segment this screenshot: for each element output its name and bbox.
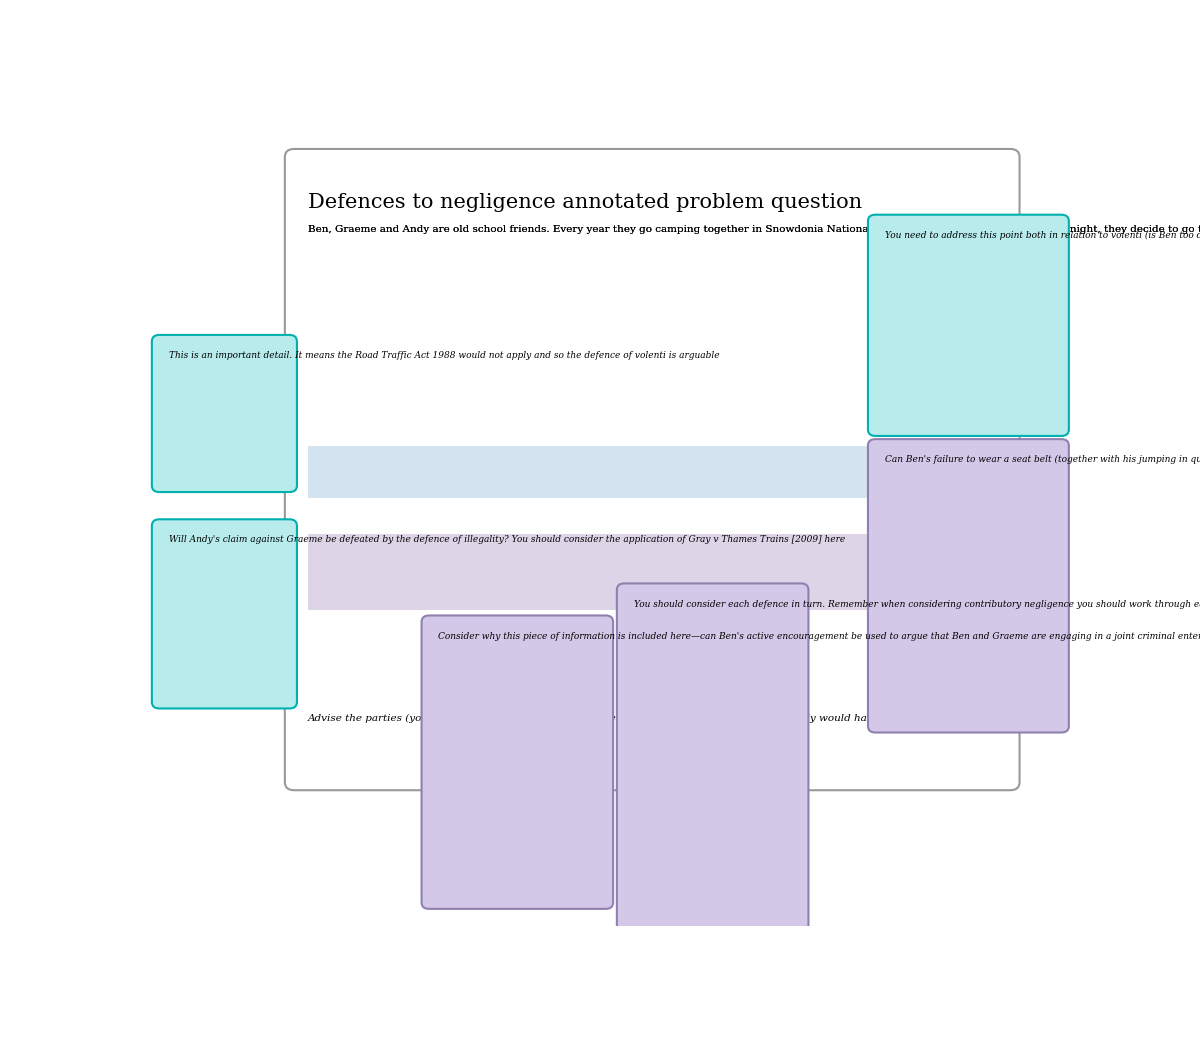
FancyBboxPatch shape <box>284 149 1020 790</box>
Text: This is an important detail. It means the Road Traffic Act 1988 would not apply : This is an important detail. It means th… <box>168 351 719 360</box>
Text: Advise the parties (you should assume that, in the absence of applicable defence: Advise the parties (you should assume th… <box>308 714 1031 723</box>
Text: Consider why this piece of information is included here—can Ben's active encoura: Consider why this piece of information i… <box>438 632 1200 640</box>
Text: Can Ben's failure to wear a seat belt (together with his jumping in quickly alon: Can Ben's failure to wear a seat belt (t… <box>884 455 1200 464</box>
FancyBboxPatch shape <box>308 534 996 610</box>
Text: You need to address this point both in relation to volenti (is Ben too drunk to : You need to address this point both in r… <box>884 231 1200 239</box>
FancyBboxPatch shape <box>421 615 613 909</box>
FancyBboxPatch shape <box>152 519 296 709</box>
FancyBboxPatch shape <box>868 439 1069 733</box>
FancyBboxPatch shape <box>868 214 1069 436</box>
Text: Will Andy's claim against Graeme be defeated by the defence of illegality? You s: Will Andy's claim against Graeme be defe… <box>168 535 845 544</box>
Text: Defences to negligence annotated problem question: Defences to negligence annotated problem… <box>308 193 863 212</box>
FancyBboxPatch shape <box>617 583 809 933</box>
Text: You should consider each defence in turn. Remember when considering contributory: You should consider each defence in turn… <box>634 600 1200 609</box>
Text: Ben, Graeme and Andy are old school friends. Every year they go camping together: Ben, Graeme and Andy are old school frie… <box>308 225 1200 234</box>
FancyBboxPatch shape <box>308 446 996 498</box>
Text: Ben, Graeme and Andy are old school friends. Every year they go camping together: Ben, Graeme and Andy are old school frie… <box>308 225 1200 234</box>
FancyBboxPatch shape <box>152 335 296 492</box>
